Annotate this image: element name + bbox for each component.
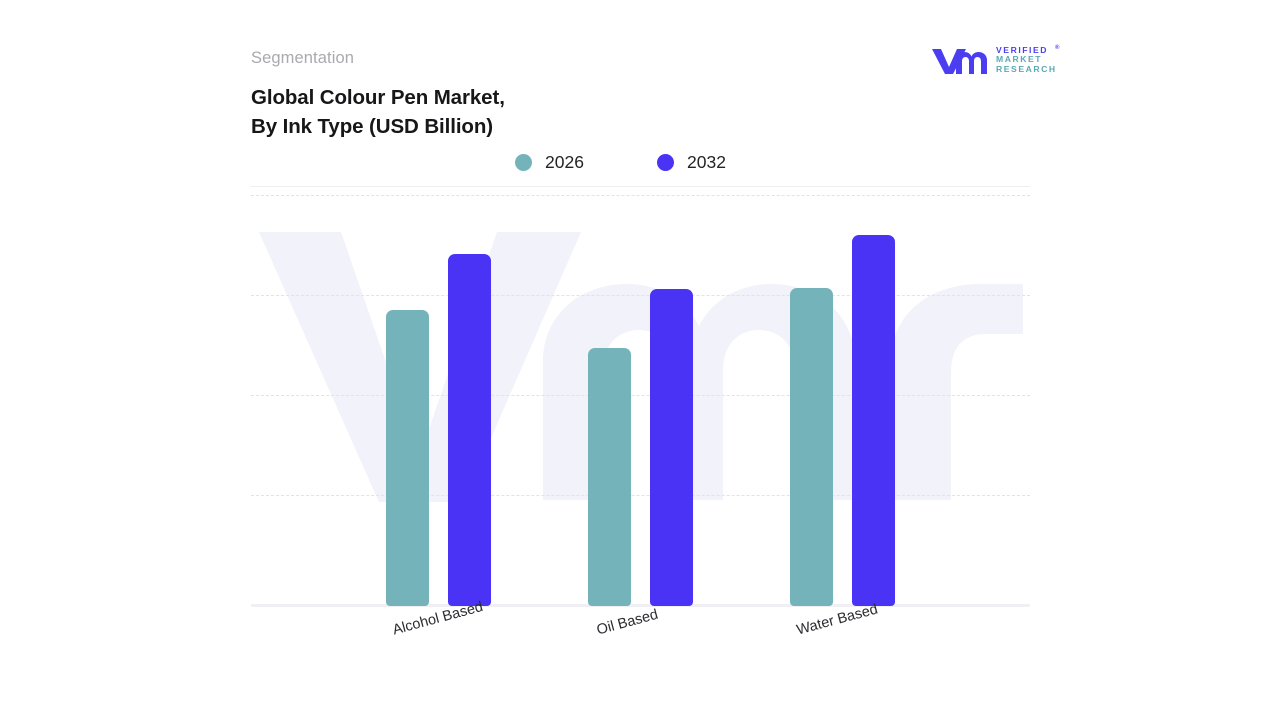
legend-label-2032: 2032: [687, 151, 726, 172]
x-axis-label-water-based: Water Based: [795, 601, 880, 639]
bar-oil-based-2032[interactable]: [650, 289, 693, 606]
legend-label-2026: 2026: [545, 151, 584, 172]
gridline: [251, 295, 1030, 296]
verified-market-research-logo: VERIFIED MARKET RESEARCH ®: [930, 44, 1062, 78]
bar-alcohol-based-2026[interactable]: [386, 310, 429, 606]
header-divider: [251, 186, 1030, 187]
bar-water-based-2026[interactable]: [790, 288, 833, 606]
logo-line-verified: VERIFIED: [996, 45, 1049, 55]
x-axis-baseline: [251, 604, 1030, 607]
logo-line-research: RESEARCH: [996, 63, 1057, 74]
x-axis-category-labels: Alcohol Based Oil Based Water Based: [251, 599, 1030, 677]
logo-wordmark: VERIFIED MARKET RESEARCH ®: [996, 45, 1062, 74]
legend-swatch-icon-2032: [657, 153, 674, 171]
page-title-line-1: Global Colour Pen Market,: [251, 86, 505, 109]
gridline: [251, 395, 1030, 396]
legend-swatch-icon-2026: [515, 153, 532, 171]
bar-oil-based-2026[interactable]: [588, 348, 631, 606]
vmr-monogram-icon: [930, 45, 990, 75]
bar-alcohol-based-2032[interactable]: [448, 254, 491, 606]
gridline: [251, 495, 1030, 496]
legend-item-2026[interactable]: 2026: [515, 150, 584, 174]
x-axis-label-oil-based: Oil Based: [595, 606, 660, 639]
bar-water-based-2032[interactable]: [852, 235, 895, 606]
gridline: [251, 195, 1030, 196]
chart-bars: [251, 196, 1030, 607]
segmentation-kicker: Segmentation: [251, 49, 355, 67]
page-title: Global Colour Pen Market, By Ink Type (U…: [251, 83, 505, 141]
registered-trademark-icon: ®: [1055, 45, 1061, 51]
chart-gridlines: [251, 195, 1030, 607]
chart-legend: 2026 2032: [251, 150, 1030, 174]
page-title-line-2: By Ink Type (USD Billion): [251, 115, 493, 138]
logo-line-market: MARKET: [996, 54, 1043, 65]
legend-item-2032[interactable]: 2032: [657, 150, 726, 174]
chart-plot-area: [251, 195, 1030, 607]
